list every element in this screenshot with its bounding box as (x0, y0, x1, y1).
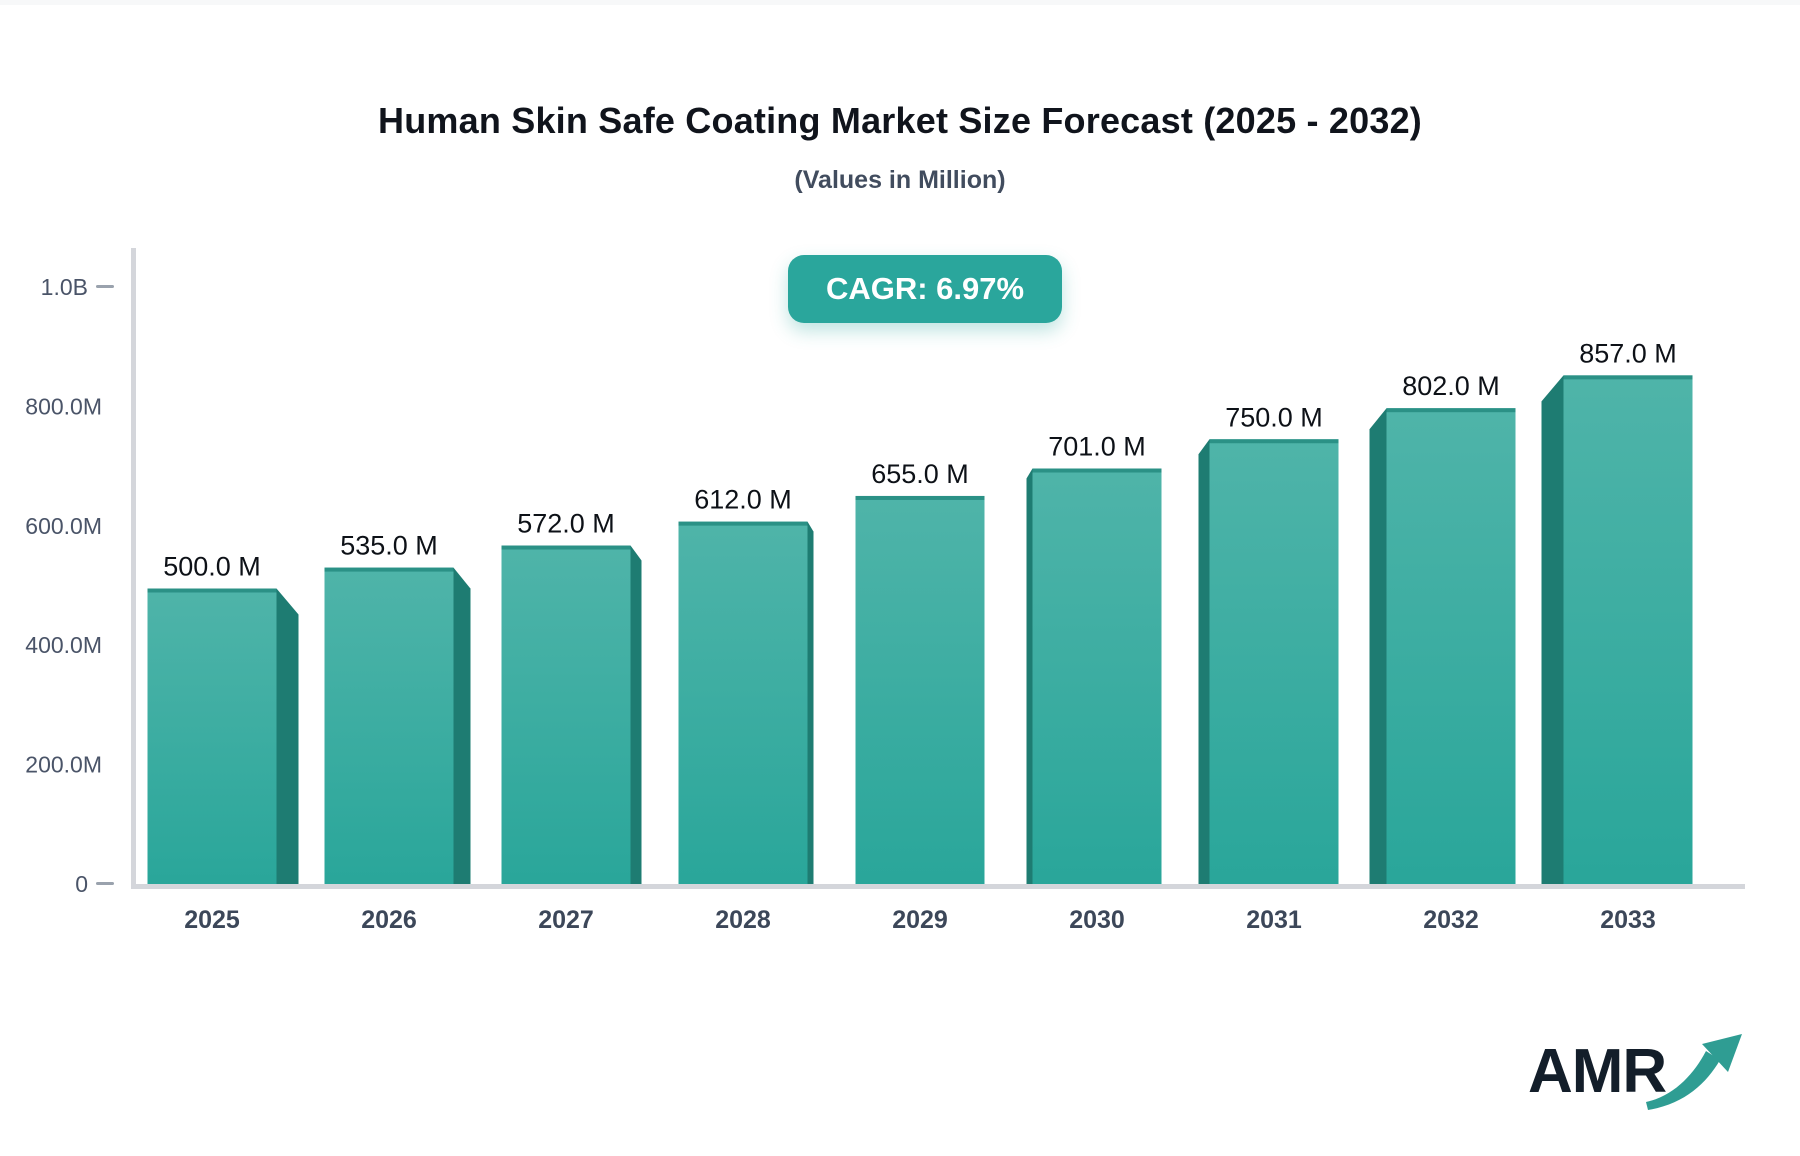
bar-value-label: 857.0 M (1579, 338, 1677, 368)
x-axis-label: 2025 (184, 906, 240, 934)
x-axis-label: 2030 (1069, 906, 1125, 934)
x-axis-label: 2027 (538, 906, 594, 934)
x-axis-label: 2028 (715, 906, 771, 934)
amr-arrow-icon (1646, 1034, 1742, 1110)
bar-value-label: 750.0 M (1225, 402, 1323, 432)
x-axis-label: 2033 (1600, 906, 1656, 934)
bar-face (1386, 408, 1516, 887)
bar-value-label: 612.0 M (694, 485, 792, 515)
bar-face (855, 495, 985, 887)
bar-face (1032, 468, 1162, 887)
bar-value-label: 572.0 M (517, 509, 615, 539)
bar-value-label: 701.0 M (1048, 432, 1146, 462)
bar-face (324, 567, 454, 887)
bar-top-edge (855, 495, 985, 500)
y-axis-line (131, 248, 136, 889)
y-axis-label: 1.0B (41, 274, 88, 300)
cagr-badge: CAGR: 6.97% (788, 255, 1062, 323)
bar-top-edge (147, 588, 277, 593)
y-axis-label: 800.0M (25, 393, 102, 419)
bar-face (1209, 439, 1339, 887)
x-axis-line (131, 884, 1745, 889)
bar-side (276, 588, 299, 887)
bar-face (147, 588, 277, 887)
bar-top-edge (1032, 468, 1162, 473)
bar-top-edge (1209, 439, 1339, 444)
amr-logo: AMR (1528, 1030, 1748, 1120)
bar-side (453, 567, 471, 887)
bar-top-edge (501, 545, 631, 550)
x-axis-label: 2032 (1423, 906, 1479, 934)
bar-face (501, 545, 631, 887)
y-axis-label: 600.0M (25, 513, 102, 539)
y-axis-tick (96, 285, 114, 288)
page-top-border (0, 0, 1800, 5)
bar-top-edge (1563, 375, 1693, 380)
bar-value-label: 655.0 M (871, 459, 969, 489)
bar-side (807, 521, 814, 887)
bar-top-edge (678, 521, 808, 526)
bar-value-label: 500.0 M (163, 552, 261, 582)
chart-title: Human Skin Safe Coating Market Size Fore… (378, 100, 1422, 141)
y-axis-label: 400.0M (25, 632, 102, 658)
bar-side (1026, 468, 1033, 887)
bar-side (1198, 439, 1210, 887)
bar-top-edge (1386, 408, 1516, 413)
x-axis-label: 2029 (892, 906, 948, 934)
y-axis-label: 200.0M (25, 752, 102, 778)
chart-subtitle: (Values in Million) (794, 166, 1006, 194)
amr-logo-text: AMR (1528, 1037, 1667, 1106)
y-axis-label: 0 (75, 871, 88, 897)
bar-face (678, 521, 808, 887)
bar-face (1563, 375, 1693, 887)
x-axis-label: 2026 (361, 906, 417, 934)
bar-side (1541, 375, 1564, 887)
bar-top-edge (324, 567, 454, 572)
y-axis-tick (96, 882, 114, 885)
bar-side (1369, 408, 1387, 887)
bar-value-label: 802.0 M (1402, 371, 1500, 401)
x-axis-label: 2031 (1246, 906, 1302, 934)
bar-side (630, 545, 642, 887)
bar-value-label: 535.0 M (340, 531, 438, 561)
